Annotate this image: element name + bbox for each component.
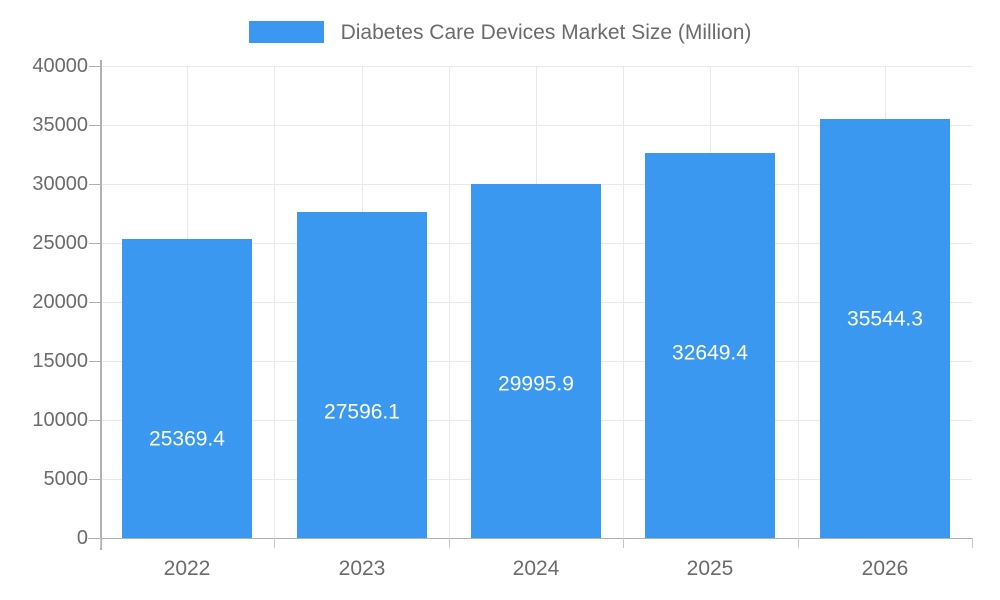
y-tick-mark <box>89 302 101 303</box>
x-tick-mark <box>100 538 101 548</box>
bar-2025[interactable] <box>645 153 775 538</box>
bar-2026[interactable] <box>820 119 950 538</box>
y-tick-mark <box>89 125 101 126</box>
y-tick-label: 40000 <box>32 55 88 77</box>
y-tick-label: 0 <box>76 527 88 549</box>
x-tick-mark <box>798 538 799 548</box>
x-tick-label-2024: 2024 <box>512 557 560 580</box>
plot-area: 25369.4 27596.1 29995.9 32649.4 35544.3 <box>100 66 972 539</box>
y-tick-mark <box>89 479 101 480</box>
y-tick-mark <box>89 243 101 244</box>
x-tick-mark <box>972 538 973 548</box>
x-tick-label-2025: 2025 <box>686 557 734 580</box>
y-tick-mark <box>89 184 101 185</box>
y-tick-label: 20000 <box>32 291 88 313</box>
chart-legend: Diabetes Care Devices Market Size (Milli… <box>0 14 1000 50</box>
x-tick-mark <box>623 538 624 548</box>
x-tick-mark <box>449 538 450 548</box>
gridline-vertical <box>449 66 450 538</box>
y-tick-mark <box>89 66 101 67</box>
bar-value-label-2022: 25369.4 <box>149 427 225 451</box>
x-tick-label-2022: 2022 <box>163 557 211 580</box>
y-tick-mark <box>89 361 101 362</box>
y-axis-line <box>100 60 102 550</box>
y-tick-label: 25000 <box>32 232 88 254</box>
gridline-vertical <box>274 66 275 538</box>
bar-2023[interactable] <box>297 212 427 538</box>
bar-value-label-2025: 32649.4 <box>672 341 748 365</box>
gridline-vertical <box>623 66 624 538</box>
y-tick-label: 35000 <box>32 114 88 136</box>
bar-2024[interactable] <box>471 184 601 538</box>
x-tick-label-2026: 2026 <box>861 557 909 580</box>
legend-label: Diabetes Care Devices Market Size (Milli… <box>340 20 752 44</box>
y-tick-mark <box>89 538 101 539</box>
gridline-vertical <box>798 66 799 538</box>
y-tick-label: 10000 <box>32 409 88 431</box>
y-tick-mark <box>89 420 101 421</box>
bar-value-label-2026: 35544.3 <box>847 307 923 331</box>
bar-value-label-2023: 27596.1 <box>324 400 400 424</box>
y-tick-label: 30000 <box>32 173 88 195</box>
y-tick-label: 5000 <box>43 468 89 490</box>
y-tick-label: 15000 <box>32 350 88 372</box>
x-axis-line <box>88 538 972 539</box>
x-tick-mark <box>274 538 275 548</box>
legend-swatch-icon <box>248 21 324 43</box>
bar-2022[interactable] <box>122 239 252 538</box>
bar-value-label-2024: 29995.9 <box>498 372 574 396</box>
x-tick-label-2023: 2023 <box>338 557 386 580</box>
